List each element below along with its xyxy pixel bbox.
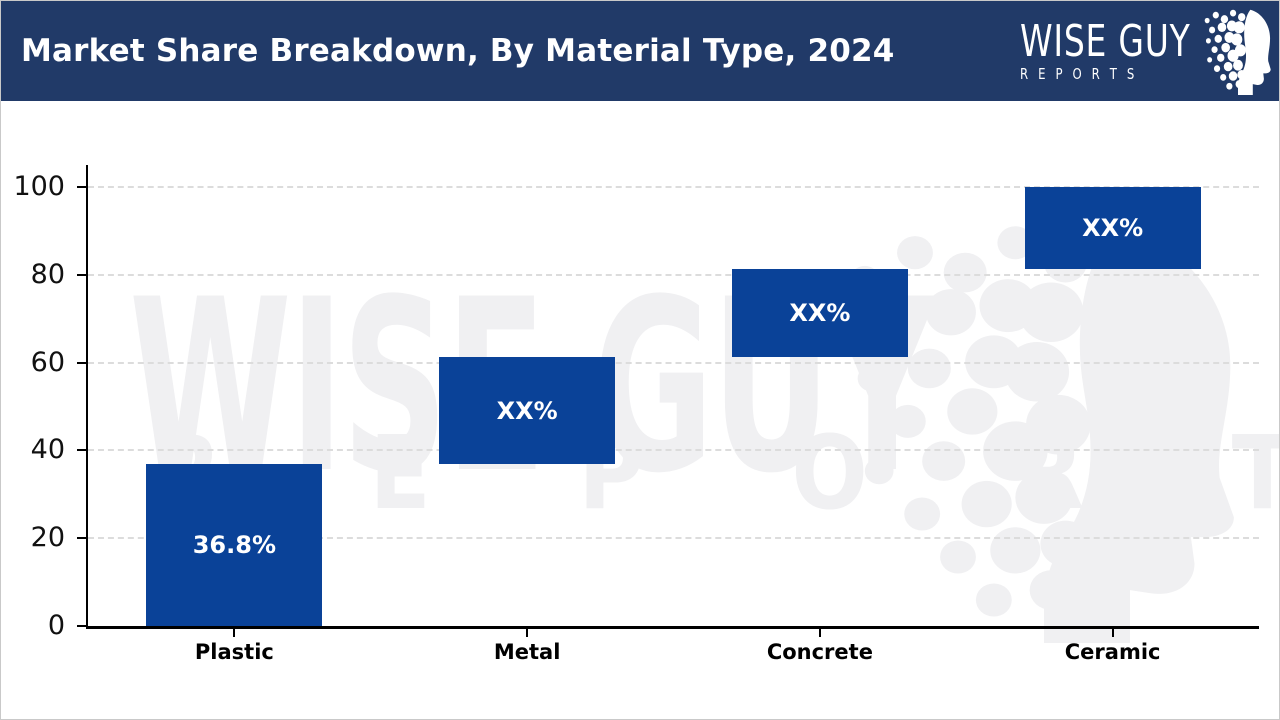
y-tick-label: 80 <box>30 258 65 290</box>
y-tick-label: 40 <box>30 434 65 466</box>
bar-plastic <box>146 464 323 626</box>
chart-area: WISE GUY R E P O R T S 02040608010036.8%… <box>1 101 1279 719</box>
x-tick-mark <box>526 628 529 637</box>
bar-value-label-concrete: XX% <box>789 298 851 327</box>
bar-value-label-ceramic: XX% <box>1082 213 1144 242</box>
x-tick-mark <box>233 628 236 637</box>
y-tick-label: 100 <box>13 171 65 202</box>
x-axis-line <box>86 626 1259 629</box>
y-tick-label: 20 <box>30 522 65 554</box>
gridline-100 <box>88 186 1259 188</box>
x-tick-mark <box>818 628 821 637</box>
y-tick-mark <box>77 537 86 540</box>
y-tick-label: 0 <box>47 610 65 641</box>
y-tick-mark <box>77 449 86 452</box>
x-category-label-ceramic: Ceramic <box>1064 640 1161 664</box>
x-category-label-plastic: Plastic <box>194 640 274 664</box>
bar-metal <box>439 357 616 465</box>
y-tick-mark <box>77 361 86 364</box>
logo-wordmark: WISE GUY R E P O R T S <box>1020 20 1247 82</box>
page-title: Market Share Breakdown, By Material Type… <box>21 33 895 69</box>
y-axis-line <box>86 165 88 629</box>
x-category-label-concrete: Concrete <box>766 640 873 664</box>
y-tick-mark <box>77 273 86 276</box>
x-tick-mark <box>1111 628 1114 637</box>
bar-value-label-plastic: 36.8% <box>192 531 276 560</box>
header-bar: Market Share Breakdown, By Material Type… <box>1 1 1279 101</box>
wise-guy-logo: WISE GUY R E P O R T S <box>1020 5 1275 97</box>
gridline-60 <box>88 361 1259 364</box>
logo-wordmark-line2: R E P O R T S <box>1019 65 1137 83</box>
y-tick-mark <box>77 625 86 627</box>
logo-wordmark-line1: WISE GUY <box>1019 16 1191 67</box>
y-tick-mark <box>77 186 86 188</box>
gridline-40 <box>88 449 1259 452</box>
gridline-80 <box>88 273 1259 276</box>
bar-value-label-metal: XX% <box>496 396 558 425</box>
y-tick-label: 60 <box>30 346 65 378</box>
x-category-label-metal: Metal <box>493 640 561 664</box>
gridline-20 <box>88 537 1259 540</box>
